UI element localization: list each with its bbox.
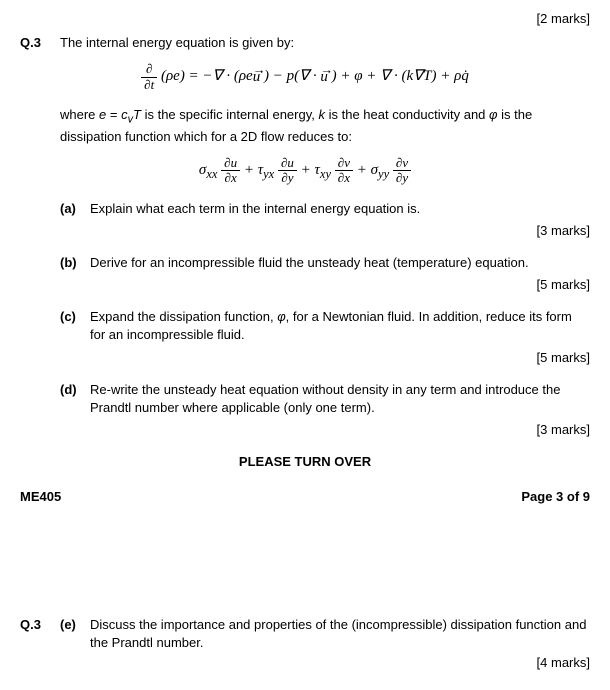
question-number: Q.3 [20, 34, 60, 52]
part-b: (b) Derive for an incompressible fluid t… [60, 254, 590, 272]
part-c: (c) Expand the dissipation function, φ, … [60, 308, 590, 344]
part-b-text: Derive for an incompressible fluid the u… [90, 254, 590, 272]
part-d: (d) Re-write the unsteady heat equation … [60, 381, 590, 417]
part-c-text: Expand the dissipation function, φ, for … [90, 308, 590, 344]
part-d-label: (d) [60, 381, 90, 417]
question-header-cont: Q.3 (e) Discuss the importance and prope… [20, 616, 590, 673]
question-number-cont: Q.3 [20, 616, 60, 673]
part-e-text: Discuss the importance and properties of… [90, 616, 590, 652]
part-c-marks: [5 marks] [60, 349, 590, 367]
equation-dissipation: σxx ∂u∂x + τyx ∂u∂y + τxy ∂v∂x + σyy ∂v∂… [20, 156, 590, 186]
top-marks: [2 marks] [20, 10, 590, 28]
page-number: Page 3 of 9 [521, 488, 590, 506]
page-footer: ME405 Page 3 of 9 [20, 488, 590, 506]
part-b-label: (b) [60, 254, 90, 272]
turn-over: PLEASE TURN OVER [20, 453, 590, 471]
part-a: (a) Explain what each term in the intern… [60, 200, 590, 218]
question-header: Q.3 The internal energy equation is give… [20, 34, 590, 52]
part-e-label: (e) [60, 616, 90, 652]
part-e: (e) Discuss the importance and propertie… [60, 616, 590, 673]
part-b-marks: [5 marks] [60, 276, 590, 294]
part-c-label: (c) [60, 308, 90, 344]
course-code: ME405 [20, 488, 61, 506]
part-a-marks: [3 marks] [60, 222, 590, 240]
part-a-text: Explain what each term in the internal e… [90, 200, 590, 218]
subparts: (a) Explain what each term in the intern… [60, 200, 590, 440]
part-e-marks: [4 marks] [60, 654, 590, 672]
part-a-label: (a) [60, 200, 90, 218]
equation-energy: ∂∂t (ρe) = −∇ · (ρeu ) − p(∇ · u ) + φ +… [20, 62, 590, 92]
part-d-marks: [3 marks] [60, 421, 590, 439]
part-d-text: Re-write the unsteady heat equation with… [90, 381, 590, 417]
question-intro: The internal energy equation is given by… [60, 34, 590, 52]
where-text: where e = cvT is the specific internal e… [60, 106, 590, 146]
